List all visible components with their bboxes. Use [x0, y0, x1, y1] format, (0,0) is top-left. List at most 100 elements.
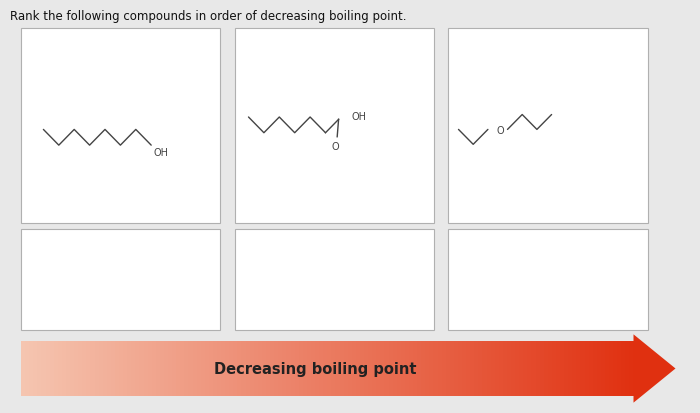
Bar: [389, 341, 393, 396]
Bar: [144, 341, 148, 396]
Bar: [193, 341, 197, 396]
Bar: [188, 341, 193, 396]
Bar: [86, 341, 91, 396]
Bar: [507, 341, 512, 396]
Bar: [449, 341, 454, 396]
Bar: [438, 341, 442, 396]
Bar: [307, 341, 312, 396]
Bar: [446, 341, 451, 396]
Bar: [352, 341, 356, 396]
Bar: [593, 341, 597, 396]
Bar: [625, 341, 630, 396]
Bar: [344, 341, 349, 396]
Bar: [254, 341, 258, 396]
Bar: [429, 341, 434, 396]
Bar: [176, 341, 181, 396]
Bar: [74, 341, 79, 396]
Bar: [78, 341, 83, 396]
Bar: [413, 341, 418, 396]
Bar: [99, 341, 104, 396]
Bar: [348, 341, 353, 396]
Bar: [83, 341, 87, 396]
FancyBboxPatch shape: [448, 229, 648, 330]
Bar: [148, 341, 153, 396]
Bar: [417, 341, 422, 396]
Bar: [384, 341, 389, 396]
Bar: [57, 341, 62, 396]
Text: OH: OH: [351, 112, 366, 122]
Bar: [302, 341, 307, 396]
Bar: [66, 341, 71, 396]
Bar: [225, 341, 230, 396]
Bar: [164, 341, 169, 396]
Bar: [237, 341, 242, 396]
Bar: [135, 341, 140, 396]
Bar: [94, 341, 99, 396]
Bar: [299, 341, 304, 396]
Bar: [544, 341, 549, 396]
Bar: [201, 341, 206, 396]
Bar: [377, 341, 381, 396]
Bar: [132, 341, 136, 396]
Bar: [184, 341, 189, 396]
Bar: [458, 341, 463, 396]
Bar: [70, 341, 75, 396]
Text: OH: OH: [153, 148, 168, 158]
Bar: [246, 341, 251, 396]
Bar: [503, 341, 507, 396]
Bar: [547, 341, 552, 396]
Bar: [266, 341, 271, 396]
Bar: [319, 341, 324, 396]
Bar: [34, 341, 38, 396]
Bar: [213, 341, 218, 396]
Bar: [282, 341, 287, 396]
FancyBboxPatch shape: [234, 229, 434, 330]
Bar: [262, 341, 267, 396]
Bar: [221, 341, 226, 396]
Bar: [605, 341, 610, 396]
Bar: [475, 341, 479, 396]
FancyBboxPatch shape: [234, 29, 434, 223]
Bar: [233, 341, 238, 396]
Bar: [323, 341, 328, 396]
Bar: [442, 341, 447, 396]
Bar: [511, 341, 516, 396]
Bar: [21, 341, 26, 396]
Bar: [596, 341, 601, 396]
Bar: [617, 341, 622, 396]
Bar: [46, 341, 50, 396]
Bar: [629, 341, 634, 396]
Bar: [340, 341, 344, 396]
Bar: [331, 341, 336, 396]
Bar: [462, 341, 467, 396]
Bar: [204, 341, 209, 396]
Bar: [111, 341, 116, 396]
Bar: [564, 341, 569, 396]
Bar: [197, 341, 202, 396]
Bar: [580, 341, 585, 396]
Bar: [536, 341, 540, 396]
Bar: [37, 341, 42, 396]
Bar: [466, 341, 471, 396]
Bar: [540, 341, 545, 396]
Bar: [127, 341, 132, 396]
Bar: [115, 341, 120, 396]
Bar: [107, 341, 111, 396]
Text: Decreasing boiling point: Decreasing boiling point: [214, 361, 416, 376]
Bar: [426, 341, 430, 396]
Bar: [328, 341, 332, 396]
Bar: [568, 341, 573, 396]
Bar: [311, 341, 316, 396]
Bar: [119, 341, 124, 396]
Text: O: O: [496, 126, 504, 136]
Bar: [421, 341, 426, 396]
Bar: [470, 341, 475, 396]
Bar: [573, 341, 577, 396]
Bar: [527, 341, 532, 396]
Bar: [181, 341, 185, 396]
Bar: [123, 341, 128, 396]
Bar: [172, 341, 177, 396]
Bar: [524, 341, 528, 396]
Bar: [217, 341, 222, 396]
Bar: [25, 341, 30, 396]
